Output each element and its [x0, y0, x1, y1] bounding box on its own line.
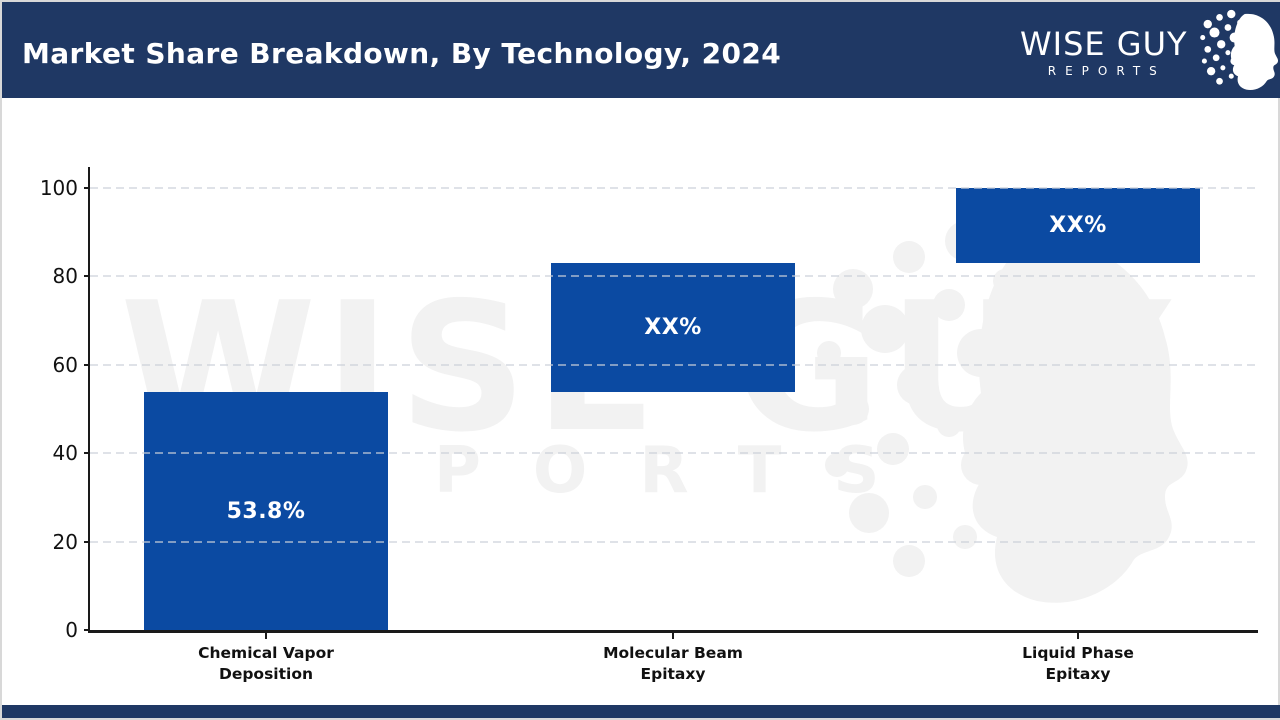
footer-band: [2, 705, 1280, 718]
y-tick-label: 100: [39, 176, 78, 200]
bar-value-label: 53.8%: [226, 498, 306, 524]
bar-segment: XX%: [956, 188, 1200, 264]
x-category-label: Molecular Beam Epitaxy: [603, 644, 743, 683]
x-tick-mark: [672, 633, 674, 639]
y-tick-mark: [84, 187, 90, 189]
logo-wordmark: WISE GUY: [1020, 24, 1188, 63]
y-tick-mark: [84, 363, 90, 366]
y-tick-label: 20: [52, 529, 78, 554]
y-tick-mark: [84, 629, 90, 631]
y-tick-mark: [84, 540, 90, 543]
gridline-100: [90, 187, 1258, 189]
bar-value-label: XX%: [1049, 213, 1107, 239]
wise-guy-logo: WISE GUY REPORTS: [1020, 8, 1278, 94]
gridline-60: [90, 363, 1258, 366]
bar-segment: 53.8%: [144, 392, 388, 630]
gridline-40: [90, 452, 1258, 455]
gridline-20: [90, 540, 1258, 543]
y-tick-mark: [84, 452, 90, 455]
x-category-label: Chemical Vapor Deposition: [198, 644, 334, 683]
logo-subtitle: REPORTS: [1047, 63, 1166, 78]
bar-segment: XX%: [551, 263, 795, 393]
y-tick-label: 40: [52, 441, 78, 466]
x-category-label: Liquid Phase Epitaxy: [1022, 644, 1134, 683]
y-tick-mark: [84, 275, 90, 278]
logo-head-icon: [1199, 9, 1278, 91]
x-tick-mark: [1077, 633, 1079, 639]
y-tick-label: 60: [52, 352, 78, 377]
y-tick-label: 80: [52, 264, 78, 289]
header-band: Market Share Breakdown, By Technology, 2…: [2, 2, 1280, 98]
gridline-80: [90, 275, 1258, 278]
logo-text: WISE GUY REPORTS: [1020, 25, 1188, 78]
y-tick-label: 0: [65, 618, 78, 642]
chart-title: Market Share Breakdown, By Technology, 2…: [22, 36, 782, 70]
bar-value-label: XX%: [644, 315, 702, 341]
x-axis-line: [88, 630, 1258, 633]
x-tick-mark: [265, 633, 267, 639]
y-axis-line: [88, 167, 90, 633]
